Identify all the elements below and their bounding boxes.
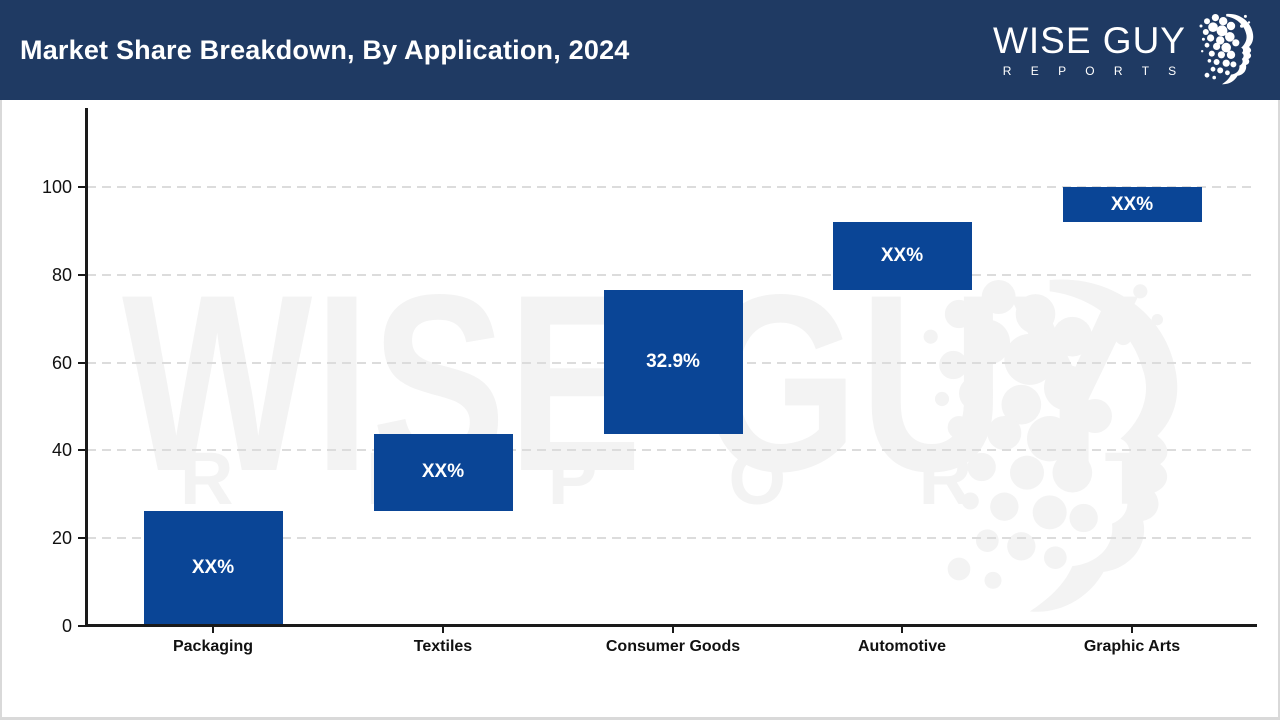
y-tick-label-40: 40 xyxy=(51,440,72,461)
watermark-head-icon xyxy=(923,279,1178,612)
bar-packaging: XX% xyxy=(143,510,283,626)
y-tick-label-0: 0 xyxy=(61,616,72,636)
y-tick-60 xyxy=(78,361,85,364)
x-axis-label-textiles: Textiles xyxy=(413,638,473,655)
brand-subtitle: R E P O R T S xyxy=(1002,64,1185,78)
y-tick-label-20: 20 xyxy=(51,528,72,549)
header: Market Share Breakdown, By Application, … xyxy=(0,0,1280,100)
chart-area: WISE GUY R E P O R T S 0 20 40 60 80 100 XX% Pa… xyxy=(0,100,1280,720)
y-tick-80 xyxy=(78,273,85,276)
x-axis-label-graphic-arts: Graphic Arts xyxy=(1083,638,1181,655)
x-tick-automotive xyxy=(901,627,903,633)
y-axis-line xyxy=(85,108,88,627)
bar-value-label: XX% xyxy=(1110,193,1154,215)
bar-value-label: XX% xyxy=(191,557,235,579)
x-axis-label-packaging: Packaging xyxy=(172,638,254,655)
y-tick-label-60: 60 xyxy=(51,352,72,373)
gridline-100 xyxy=(87,186,1255,188)
y-tick-label-100: 100 xyxy=(41,177,72,197)
y-tick-label-80: 80 xyxy=(51,264,72,285)
bar-automotive: XX% xyxy=(832,222,972,290)
x-axis-label-consumer-goods: Consumer Goods xyxy=(605,638,741,655)
bar-textiles: XX% xyxy=(373,434,513,511)
brand-logo: WISE GUY R E P O R T S xyxy=(993,8,1262,92)
brand-head-icon xyxy=(1199,13,1254,85)
y-tick-40 xyxy=(78,449,85,452)
bar-graphic-arts: XX% xyxy=(1062,187,1202,223)
y-tick-100 xyxy=(78,186,85,188)
x-tick-graphic-arts xyxy=(1131,627,1133,633)
bar-value-label: XX% xyxy=(880,244,924,266)
x-tick-textiles xyxy=(442,627,444,633)
y-tick-0 xyxy=(78,625,85,627)
bar-value-label: XX% xyxy=(421,461,465,483)
gridline-80 xyxy=(87,273,1255,276)
x-tick-packaging xyxy=(212,627,214,633)
gridline-40 xyxy=(87,449,1255,452)
bar-value-label: 32.9% xyxy=(646,350,700,372)
gridline-20 xyxy=(87,537,1255,540)
chart-title: Market Share Breakdown, By Application, … xyxy=(20,34,630,65)
bar-consumer-goods: 32.9% xyxy=(603,289,743,435)
brand-name: WISE GUY xyxy=(992,20,1186,61)
y-tick-20 xyxy=(78,537,85,540)
x-axis-label-automotive: Automotive xyxy=(858,638,946,655)
brand-text: WISE GUY R E P O R T S xyxy=(993,22,1186,78)
x-tick-consumer-goods xyxy=(672,627,674,633)
x-axis-line xyxy=(85,624,1257,627)
